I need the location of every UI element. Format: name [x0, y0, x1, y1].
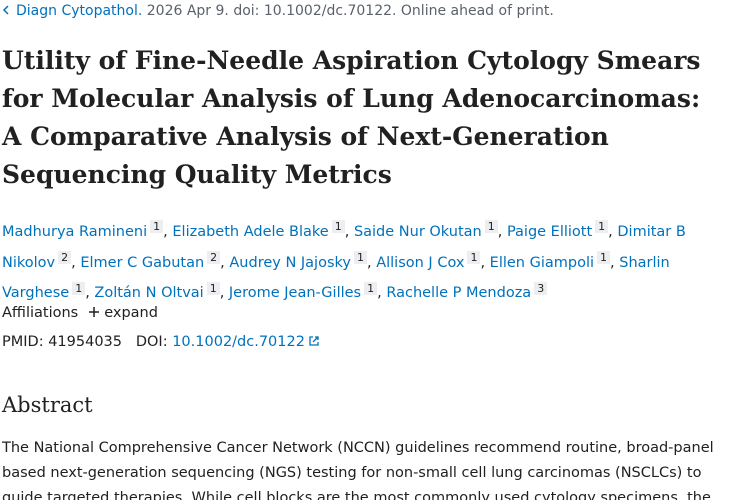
author-name[interactable]: Ellen Giampoli — [489, 254, 595, 271]
affiliation-number[interactable]: 1 — [597, 250, 611, 264]
author-name[interactable]: Jerome Jean-Gilles — [228, 285, 362, 302]
author: Madhurya Ramineni 1, — [2, 220, 168, 240]
author: Ellen Giampoli 1, — [489, 250, 615, 271]
author: Jerome Jean-Gilles 1, — [228, 281, 382, 302]
author: Audrey N Jajosky 1, — [229, 250, 372, 271]
author-separator: , — [366, 254, 372, 271]
author-name[interactable]: Audrey N Jajosky — [229, 254, 351, 271]
affiliation-number[interactable]: 2 — [58, 250, 72, 264]
author-name[interactable]: Allison J Cox — [376, 254, 465, 271]
author-separator: , — [163, 223, 168, 240]
author-name[interactable]: Elmer C Gabutan — [80, 254, 205, 271]
affiliation-number[interactable]: 1 — [331, 220, 345, 233]
article-title: Utility of Fine-Needle Aspiration Cytolo… — [2, 46, 701, 189]
pmid-label: PMID: — [2, 334, 44, 350]
doi-label: DOI: — [135, 334, 168, 350]
citation: Diagn Cytopathol. 2026 Apr 9. doi: 10.10… — [2, 3, 554, 19]
author-separator: , — [480, 254, 486, 271]
author-name[interactable]: Saide Nur Okutan — [353, 223, 482, 240]
author: Allison J Cox 1, — [376, 250, 486, 271]
author-separator: , — [219, 285, 225, 302]
citation-details: 2026 Apr 9. doi: 10.1002/dc.70122. Onlin… — [146, 3, 554, 19]
external-link-icon[interactable] — [308, 335, 320, 347]
author-list: Madhurya Ramineni 1, Elizabeth Adele Blak… — [2, 214, 742, 306]
doi-link[interactable]: 10.1002/dc.70122 — [172, 334, 305, 350]
author: Dimitar B Nikolov 2, — [2, 224, 686, 271]
author: Rachelle P Mendoza 3 — [386, 281, 548, 302]
author: Paige Elliott 1, — [506, 220, 613, 240]
affiliation-number[interactable]: 2 — [207, 250, 221, 264]
author-separator: , — [610, 254, 615, 271]
affiliation-number[interactable]: 1 — [206, 281, 220, 295]
author: Elmer C Gabutan 2, — [80, 250, 225, 271]
author-name[interactable]: Paige Elliott — [506, 223, 593, 240]
author-name[interactable]: Sharlin Varghese — [2, 254, 670, 302]
author-separator: , — [608, 223, 613, 240]
pmid: 41954035 — [48, 334, 123, 350]
author: Sharlin Varghese 1, — [2, 255, 670, 302]
affiliation-number[interactable]: 1 — [484, 220, 498, 233]
author-separator: , — [220, 254, 225, 271]
author: Saide Nur Okutan 1, — [353, 220, 503, 240]
affiliation-number[interactable]: 1 — [467, 250, 481, 264]
author-name[interactable]: Dimitar B Nikolov — [2, 223, 686, 271]
affiliation-number[interactable]: 1 — [364, 281, 378, 295]
affiliation-number[interactable]: 1 — [150, 220, 164, 233]
affiliations-label: Affiliations — [2, 305, 79, 321]
journal-link[interactable]: Diagn Cytopathol. — [16, 3, 143, 19]
author-name[interactable]: Madhurya Ramineni — [2, 223, 148, 240]
author: Elizabeth Adele Blake 1, — [172, 220, 350, 240]
author-name[interactable]: Rachelle P Mendoza — [386, 285, 532, 302]
abstract-text: The National Comprehensive Cancer Networ… — [2, 440, 714, 500]
author-separator: , — [377, 285, 382, 302]
author-name[interactable]: Elizabeth Adele Blake — [172, 223, 329, 240]
author: Zoltán N Oltvai 1, — [94, 281, 225, 302]
author-name[interactable]: Zoltán N Oltvai — [94, 285, 204, 302]
author-separator: , — [497, 223, 503, 240]
identifiers: PMID: 41954035 DOI: 10.1002/dc.70122 — [2, 334, 320, 350]
author-separator: , — [85, 285, 90, 302]
abstract-heading: Abstract — [2, 393, 93, 417]
affiliation-number[interactable]: 1 — [353, 250, 367, 264]
affiliation-number[interactable]: 3 — [534, 281, 548, 295]
chevron-icon[interactable] — [2, 5, 10, 15]
author-separator: , — [344, 223, 350, 240]
affiliation-number[interactable]: 1 — [72, 281, 86, 295]
author-separator: , — [71, 254, 76, 271]
expand-toggle[interactable]: expand — [104, 305, 158, 321]
affiliations: Affiliations expand — [2, 305, 158, 321]
plus-icon[interactable] — [88, 306, 100, 318]
affiliation-number[interactable]: 1 — [595, 220, 609, 233]
